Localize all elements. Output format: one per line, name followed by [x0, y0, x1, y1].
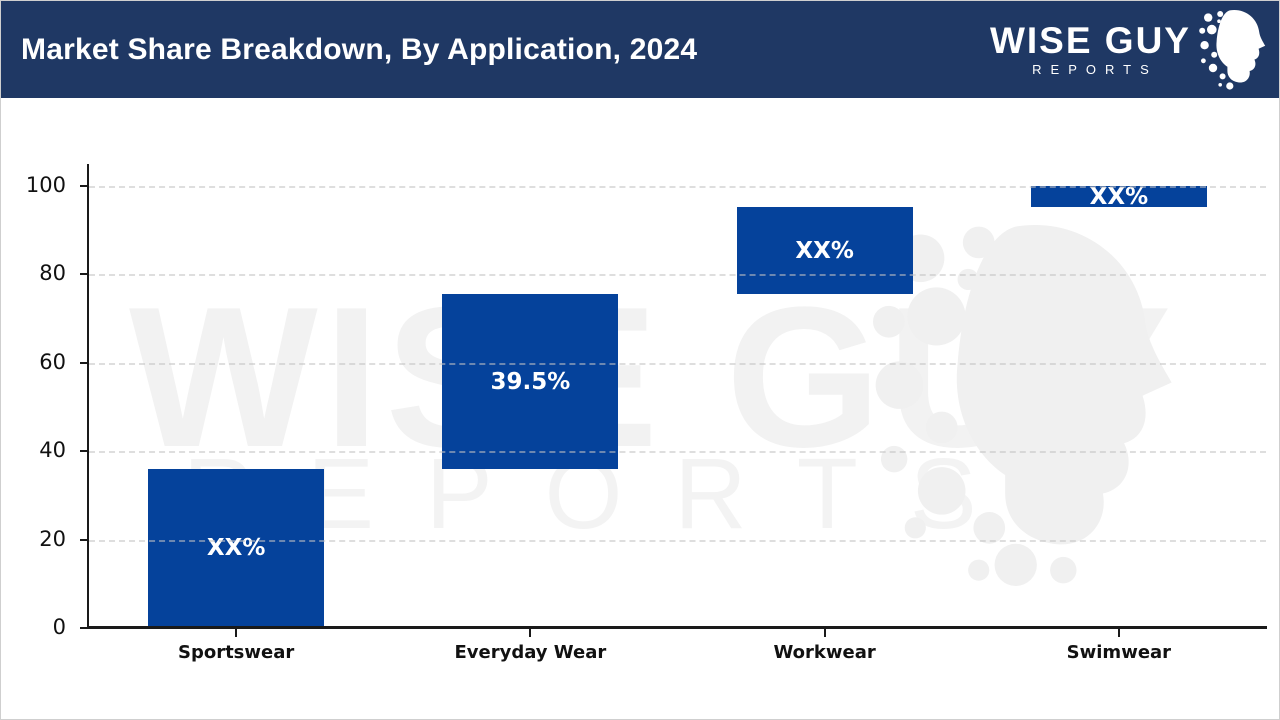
wise-guy-logo: WISE GUY REPORTS — [990, 8, 1267, 92]
chart-title: Market Share Breakdown, By Application, … — [21, 32, 698, 66]
gridline — [89, 539, 1266, 542]
bar-workwear: XX% — [736, 207, 913, 295]
y-axis-tick-mark — [80, 273, 88, 276]
header: Market Share Breakdown, By Application, … — [1, 1, 1279, 98]
y-axis-tick-mark — [80, 450, 88, 453]
gridline — [89, 362, 1266, 365]
bar-swimwear: XX% — [1030, 184, 1207, 210]
y-axis-tick-label: 60 — [39, 349, 66, 374]
logo-subtitle: REPORTS — [1032, 62, 1158, 78]
y-axis-tick-mark — [80, 538, 88, 541]
watermark-face-icon — [873, 224, 1172, 586]
gridline — [89, 186, 1266, 189]
x-axis-category-label: Everyday Wear — [454, 642, 607, 663]
bar-value-label: 39.5% — [490, 368, 571, 395]
y-axis-tick-label: 20 — [39, 526, 66, 551]
x-axis-tick-mark — [823, 629, 826, 637]
y-axis-tick-mark — [80, 627, 88, 629]
x-axis-category-label: Workwear — [773, 642, 876, 663]
bar-everyday-wear: 39.5% — [442, 294, 619, 469]
logo-wordmark: WISE GUY — [989, 19, 1191, 61]
x-axis-tick-mark — [529, 629, 532, 637]
plot-area: 0 20 40 60 80 100 XX% Sportswear 39.5% Everyday W… — [26, 164, 1266, 663]
x-axis-category-label: Sportswear — [177, 642, 295, 663]
logo-face-icon — [1199, 9, 1266, 90]
y-axis-tick-label: 40 — [39, 438, 66, 463]
gridline — [89, 274, 1266, 277]
y-axis-tick-label: 100 — [25, 173, 66, 198]
bar-value-label: XX% — [795, 237, 854, 264]
y-axis-tick-label: 0 — [52, 615, 66, 639]
x-axis-line — [87, 626, 1267, 629]
x-axis-tick-mark — [235, 629, 238, 637]
bar-sportswear: XX% — [148, 468, 325, 628]
y-axis-tick-label: 80 — [39, 261, 66, 286]
x-axis-tick-mark — [1117, 629, 1120, 637]
y-axis-tick-mark — [80, 361, 88, 364]
x-axis-category-label: Swimwear — [1066, 642, 1172, 663]
y-axis-tick-mark — [80, 185, 88, 188]
y-axis-line — [87, 164, 89, 629]
gridline — [89, 451, 1266, 454]
